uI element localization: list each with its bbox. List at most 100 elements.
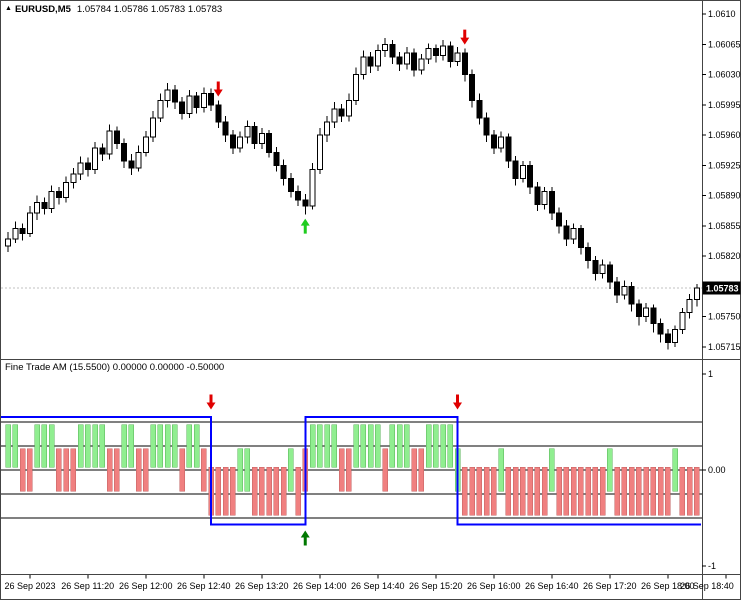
- candle-body: [84, 162, 91, 171]
- histogram-bar: [512, 466, 519, 516]
- histogram-bar: [491, 466, 497, 516]
- histogram-bar: [636, 466, 642, 516]
- candle-body: [280, 164, 287, 179]
- histogram-bar: [592, 466, 598, 516]
- candle-body: [99, 147, 106, 155]
- ohlc-quote-values: 1.05784 1.05786 1.05783 1.05783: [76, 4, 223, 15]
- histogram-bar: [19, 448, 26, 492]
- candle-body: [353, 74, 359, 101]
- candle-body: [258, 132, 265, 145]
- candle-body: [672, 329, 678, 344]
- candle-body: [135, 151, 142, 169]
- histogram-bar: [599, 466, 606, 516]
- candle-body: [41, 202, 48, 210]
- indicator-sell-arrow-icon: [206, 394, 216, 410]
- histogram-bar: [143, 448, 149, 492]
- time-tick-label: 26 Sep 18:40: [680, 581, 734, 591]
- candle-body: [12, 228, 19, 240]
- candle-body: [150, 117, 156, 138]
- candle-body: [244, 125, 251, 138]
- candle-body: [382, 43, 388, 51]
- current-price-label: 1.05783: [706, 284, 739, 294]
- candle-body: [519, 164, 526, 179]
- histogram-bar: [48, 424, 55, 468]
- candle-body: [679, 311, 686, 331]
- candle-body: [418, 58, 425, 71]
- candle-body: [563, 225, 570, 240]
- histogram-bar: [288, 448, 294, 492]
- candle-body: [498, 136, 504, 149]
- candle-body: [512, 160, 519, 179]
- histogram-bar: [621, 466, 627, 516]
- indicator-name-label: Fine Trade AM (15.5500) 0.00000 0.00000 …: [5, 362, 225, 373]
- candle-body: [367, 56, 374, 67]
- candle-body: [490, 134, 497, 149]
- candle-body: [614, 281, 620, 296]
- histogram-bar: [375, 424, 381, 468]
- histogram-bar: [172, 424, 178, 468]
- candle-body: [570, 228, 577, 240]
- histogram-bar: [505, 466, 511, 516]
- symbol-icon: ▲: [5, 5, 12, 12]
- indicator-buy-arrow-icon: [300, 530, 310, 546]
- histogram-bar: [541, 466, 548, 516]
- candle-body: [316, 134, 323, 171]
- indicator-chart-area[interactable]: [1, 360, 702, 574]
- histogram-bar: [259, 466, 265, 516]
- histogram-bar: [266, 466, 272, 516]
- time-axis[interactable]: 26 Sep 2023 26 Sep 11:20 26 Sep 12:00 26 Se…: [4, 575, 734, 591]
- histogram-bar: [186, 424, 192, 468]
- candle-body: [360, 56, 367, 76]
- histogram-bar: [41, 424, 47, 468]
- time-tick-label: 26 Sep 17:20: [583, 581, 637, 591]
- histogram-bar: [418, 448, 424, 492]
- candle-body: [251, 125, 258, 145]
- candle-body: [541, 190, 548, 205]
- histogram-bar: [425, 424, 432, 468]
- price-tick-label: 1.05925: [708, 160, 741, 170]
- price-axis[interactable]: 1.0610 1.06065 1.06030 1.05995 1.05960 1.0592…: [702, 9, 741, 352]
- candle-body: [34, 202, 40, 214]
- candle-body: [585, 247, 591, 262]
- histogram-bar: [396, 424, 403, 468]
- candle-body: [592, 260, 599, 274]
- histogram-bar: [135, 448, 142, 492]
- histogram-bar: [367, 424, 374, 468]
- price-tick-label: 1.05960: [708, 130, 741, 140]
- candle-body: [534, 186, 541, 205]
- histogram-bar: [643, 466, 649, 516]
- candle-body: [273, 151, 280, 166]
- histogram-bar: [121, 424, 127, 468]
- candle-body: [664, 333, 671, 344]
- indicator-sell-arrow-icon: [453, 394, 462, 410]
- time-tick-label: 26 Sep 14:00: [293, 581, 347, 591]
- candle-body: [345, 99, 352, 117]
- candle-body: [527, 164, 533, 188]
- candle-body: [229, 134, 236, 149]
- candle-body: [215, 104, 222, 123]
- candle-body: [164, 89, 171, 101]
- candle-body: [650, 307, 657, 325]
- histogram-bar: [114, 448, 120, 492]
- histogram-bar: [251, 466, 258, 516]
- candle-body: [374, 49, 381, 67]
- indicator-axis[interactable]: 1 0.00 -1: [702, 369, 726, 571]
- histogram-bar: [686, 466, 693, 516]
- histogram-bar: [404, 424, 410, 468]
- histogram-bar: [346, 448, 352, 492]
- candle-body: [77, 162, 84, 175]
- time-tick-label: 26 Sep 13:20: [235, 581, 289, 591]
- candle-body: [92, 147, 98, 171]
- trend-step-line: [1, 416, 701, 526]
- candle-body: [657, 323, 664, 335]
- main-chart-area[interactable]: [1, 1, 702, 359]
- price-tick-label: 1.06065: [708, 39, 741, 49]
- histogram-bar: [527, 466, 533, 516]
- candle-body: [63, 182, 69, 198]
- histogram-bar: [469, 466, 475, 516]
- histogram-bar: [128, 424, 134, 468]
- time-tick-label: 26 Sep 12:00: [119, 581, 173, 591]
- indicator-pane: [1, 394, 702, 546]
